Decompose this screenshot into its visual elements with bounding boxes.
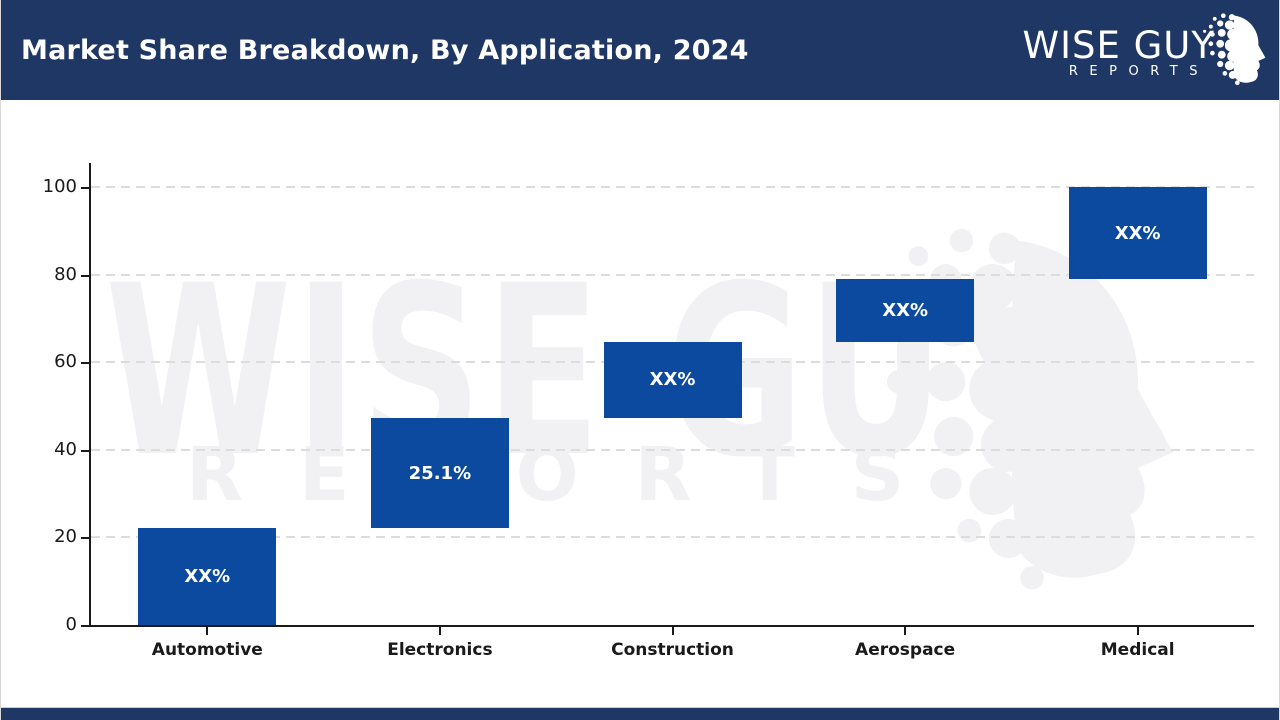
- gridline-40: [91, 448, 1254, 451]
- x-label-electronics: Electronics: [387, 640, 493, 660]
- y-tick-label-80: 80: [54, 263, 77, 285]
- x-tick-mark-automotive: [206, 627, 209, 635]
- x-tick-mark-electronics: [438, 627, 441, 635]
- y-tick-mark-0: [81, 625, 89, 627]
- y-tick-mark-20: [81, 537, 89, 540]
- brand-logo: WISE GUY REPORTS: [1017, 8, 1267, 92]
- chart-title: Market Share Breakdown, By Application, …: [21, 34, 749, 66]
- y-tick-label-40: 40: [54, 438, 77, 460]
- bar-label-aerospace: XX%: [882, 300, 928, 321]
- bar-construction: XX%: [603, 341, 742, 419]
- gridline-20: [91, 536, 1254, 539]
- gridline-100: [91, 186, 1254, 188]
- y-tick-mark-100: [81, 187, 89, 189]
- y-tick-label-20: 20: [54, 526, 77, 548]
- bar-label-construction: XX%: [649, 369, 696, 391]
- x-label-medical: Medical: [1100, 640, 1175, 660]
- bar-electronics: 25.1%: [370, 418, 509, 529]
- gridline-80: [91, 273, 1254, 276]
- y-tick-mark-60: [81, 362, 89, 365]
- bar-label-electronics: 25.1%: [408, 462, 472, 484]
- x-tick-mark-construction: [671, 627, 674, 635]
- y-tick-label-0: 0: [65, 614, 77, 635]
- y-tick-label-60: 60: [54, 351, 77, 373]
- y-tick-label-100: 100: [42, 176, 77, 197]
- footer-bar: [1, 707, 1279, 720]
- x-tick-mark-aerospace: [904, 627, 907, 635]
- bar-automotive: XX%: [138, 528, 277, 625]
- y-axis-spine: [89, 163, 91, 627]
- x-label-aerospace: Aerospace: [855, 640, 956, 660]
- y-tick-mark-80: [81, 274, 89, 277]
- brand-name: WISE GUY: [1022, 24, 1215, 67]
- bar-label-automotive: XX%: [184, 566, 231, 588]
- x-tick-mark-medical: [1136, 627, 1139, 635]
- bar-aerospace: XX%: [836, 279, 975, 342]
- bar-medical: XX%: [1068, 187, 1207, 280]
- x-label-automotive: Automotive: [151, 640, 263, 660]
- x-axis-spine: [89, 625, 1254, 627]
- x-label-construction: Construction: [611, 640, 734, 660]
- y-tick-mark-40: [81, 449, 89, 452]
- header-bar: Market Share Breakdown, By Application, …: [1, 0, 1279, 100]
- brand-subtitle: REPORTS: [1068, 64, 1209, 79]
- bar-label-medical: XX%: [1114, 222, 1161, 244]
